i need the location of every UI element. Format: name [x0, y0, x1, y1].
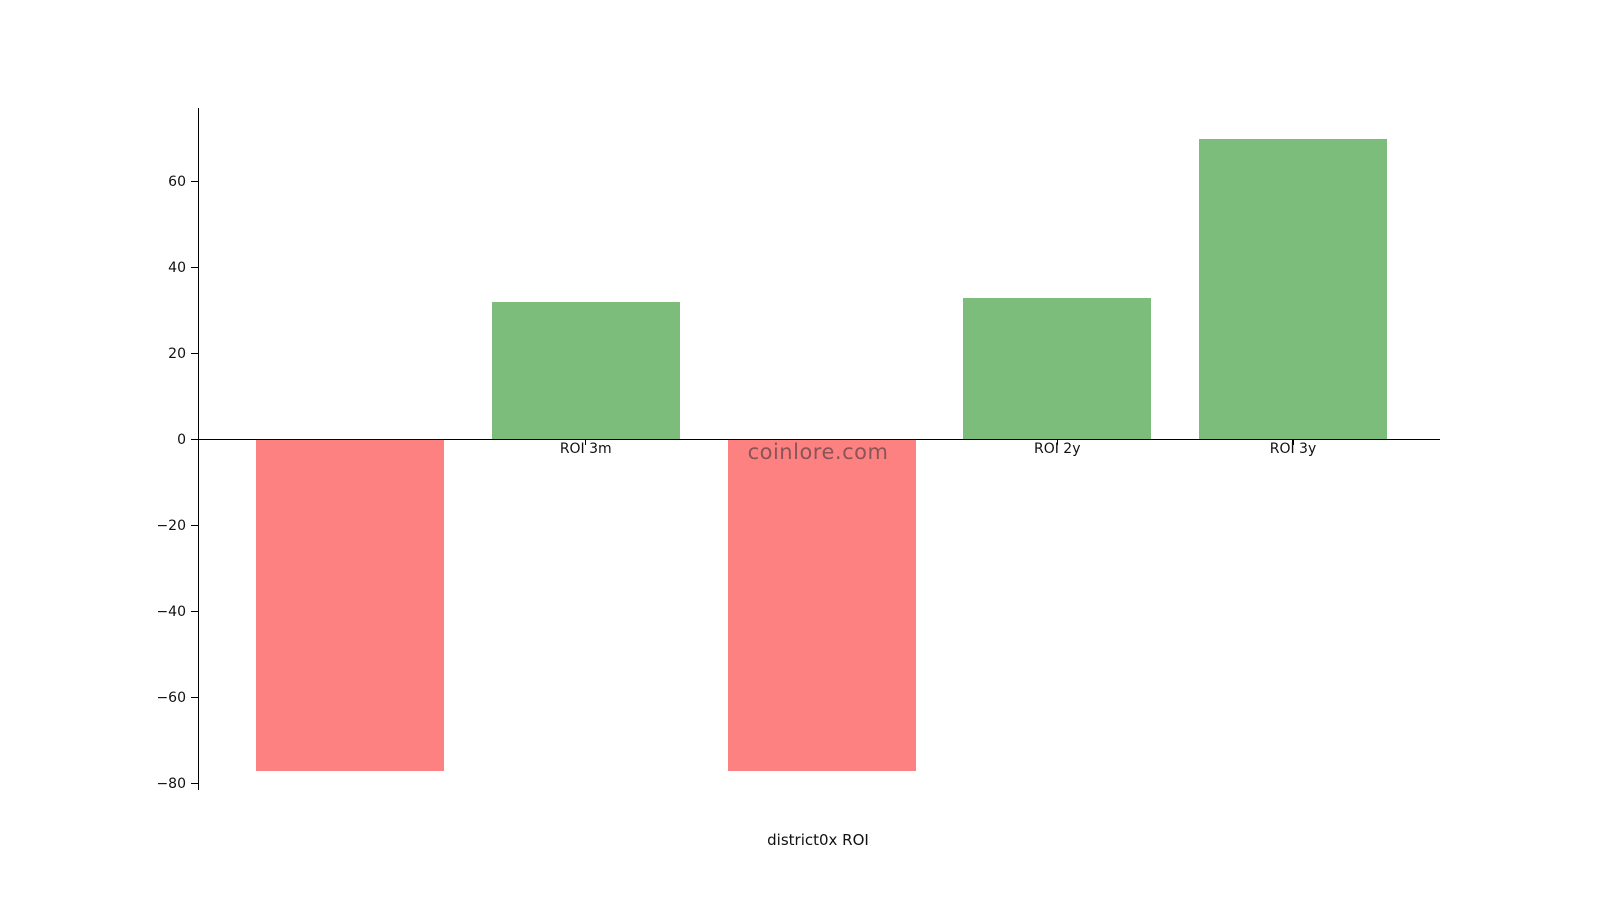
y-axis-tick — [191, 782, 199, 785]
y-axis-tick-label: 20 — [168, 345, 186, 362]
y-axis-tick — [191, 266, 199, 269]
x-axis-tick-label: ROI 2y — [1033, 440, 1081, 457]
y-axis-tick-label: 40 — [168, 259, 186, 276]
x-axis-tick-label: ROI 3m — [559, 440, 612, 457]
bar-roi-2y — [963, 297, 1152, 439]
y-axis-tick — [191, 696, 199, 699]
y-axis-tick-label: −80 — [156, 775, 186, 792]
y-axis-tick — [191, 180, 199, 183]
y-axis-tick — [191, 352, 199, 355]
watermark-text: coinlore.com — [747, 440, 889, 464]
bar-roi-2 — [727, 440, 916, 772]
y-axis-tick — [191, 438, 199, 441]
y-axis-tick-label: 0 — [177, 431, 186, 448]
y-axis-spine — [197, 108, 199, 790]
y-axis-tick — [191, 610, 199, 613]
x-axis-tick — [1292, 439, 1294, 445]
y-axis-tick-label: 60 — [168, 173, 186, 190]
x-axis-tick-label: ROI 3y — [1269, 440, 1317, 457]
x-axis-tick — [585, 439, 587, 445]
x-axis-zero-line — [197, 438, 1440, 441]
x-axis-tick — [1056, 439, 1058, 445]
y-axis-tick — [191, 524, 199, 527]
bar-roi-3m — [491, 301, 680, 439]
bar-roi-0 — [256, 440, 444, 772]
x-axis-title: district0x ROI — [767, 831, 869, 849]
bar-roi-3y — [1199, 138, 1387, 439]
y-axis-tick-label: −20 — [156, 517, 186, 534]
y-axis-tick-label: −60 — [156, 689, 186, 706]
y-axis-tick-label: −40 — [156, 603, 186, 620]
